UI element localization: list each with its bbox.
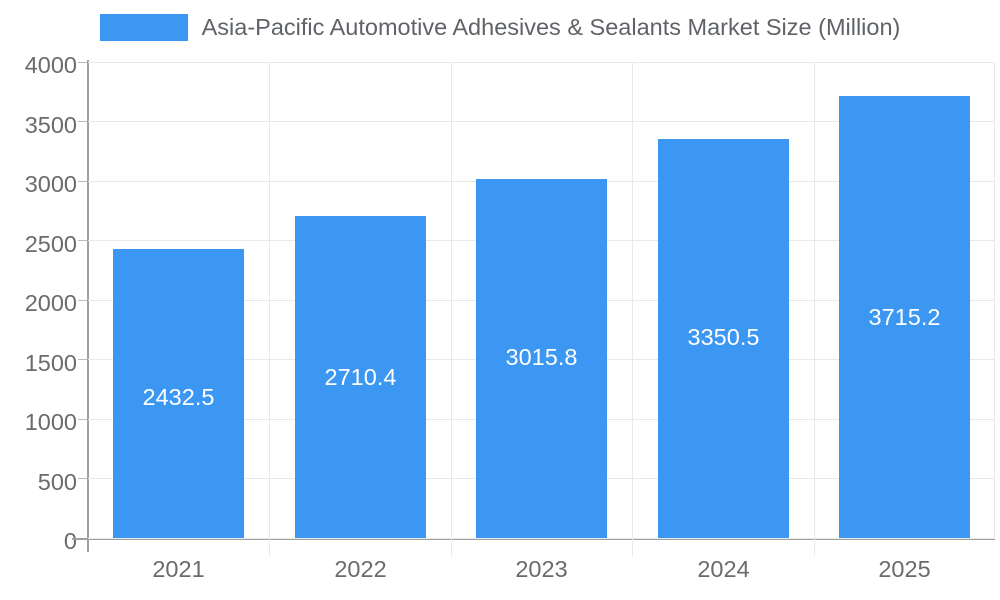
bar-2021[interactable] [113, 248, 244, 538]
y-tick-mark-3500 [78, 121, 87, 122]
bar-value-2021: 2432.5 [142, 384, 215, 410]
gridline-v-right-edge [994, 62, 995, 538]
y-tick-mark-2000 [78, 300, 87, 301]
y-tick-label-0: 0 [63, 528, 77, 554]
y-tick-label-3500: 3500 [24, 112, 77, 138]
y-tick-label-1000: 1000 [24, 409, 77, 435]
y-tick-mark-4000 [78, 62, 87, 63]
gridline-v-2 [451, 62, 452, 556]
bar-2024[interactable] [658, 139, 789, 538]
y-tick-label-4000: 4000 [24, 52, 77, 78]
y-axis-line [87, 60, 89, 552]
gridline-v-3 [632, 62, 633, 556]
y-tick-label-3000: 3000 [24, 171, 77, 197]
gridline-h-0 [88, 538, 995, 539]
bar-2022[interactable] [295, 215, 426, 538]
y-tick-label-500: 500 [37, 469, 77, 495]
bar-2025[interactable] [839, 95, 970, 538]
gridline-v-4 [814, 62, 815, 556]
y-tick-mark-1000 [78, 419, 87, 420]
x-tick-label-2025: 2025 [878, 556, 931, 582]
legend-item-market-size[interactable]: Asia-Pacific Automotive Adhesives & Seal… [99, 14, 901, 41]
gridline-v-1 [269, 62, 270, 556]
legend-color-swatch [99, 14, 188, 41]
plot-area: 2432.5 2710.4 3015.8 3350.5 3715.2 [88, 62, 995, 556]
bar-value-2025: 3715.2 [868, 304, 941, 330]
gridline-h-3500 [88, 121, 995, 122]
gridline-h-4000 [88, 62, 995, 63]
x-tick-label-2024: 2024 [697, 556, 750, 582]
y-tick-label-2500: 2500 [24, 231, 77, 257]
y-tick-mark-1500 [78, 359, 87, 360]
bar-value-2024: 3350.5 [687, 324, 760, 350]
x-tick-label-2023: 2023 [515, 556, 568, 582]
bar-2023[interactable] [476, 179, 607, 538]
y-tick-label-2000: 2000 [24, 290, 77, 316]
bar-value-2023: 3015.8 [505, 344, 578, 370]
x-tick-label-2022: 2022 [334, 556, 387, 582]
y-tick-mark-3000 [78, 181, 87, 182]
chart-legend: Asia-Pacific Automotive Adhesives & Seal… [0, 14, 1000, 41]
x-axis-line [72, 538, 995, 540]
y-tick-label-1500: 1500 [24, 350, 77, 376]
x-tick-label-2021: 2021 [152, 556, 205, 582]
legend-label: Asia-Pacific Automotive Adhesives & Seal… [201, 14, 901, 40]
y-tick-mark-2500 [78, 240, 87, 241]
bar-value-2022: 2710.4 [324, 364, 397, 390]
y-tick-mark-500 [78, 478, 87, 479]
